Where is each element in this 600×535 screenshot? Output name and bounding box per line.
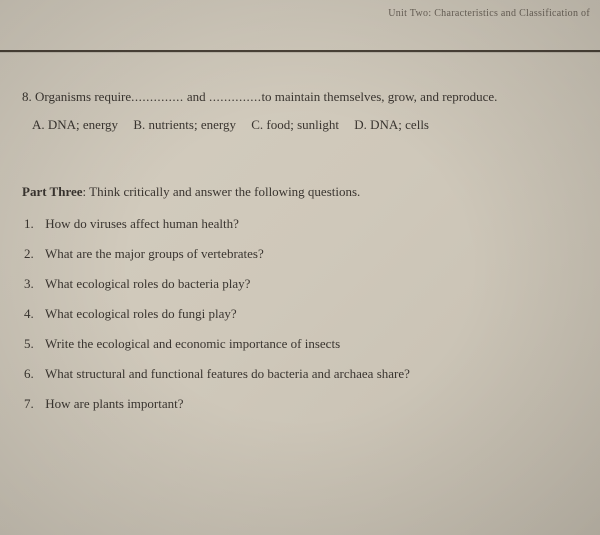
part-three-label: Part Three bbox=[22, 184, 83, 199]
option-d: D. DNA; cells bbox=[354, 117, 429, 132]
item-text: Write the ecological and economic import… bbox=[45, 336, 340, 351]
q8-mid: and bbox=[184, 89, 209, 104]
item-number: 4. bbox=[24, 306, 42, 322]
horizontal-rule bbox=[0, 50, 600, 52]
q8-text-after: to maintain themselves, grow, and reprod… bbox=[261, 89, 497, 104]
list-item: 7. How are plants important? bbox=[22, 396, 590, 412]
item-number: 2. bbox=[24, 246, 42, 262]
item-text: What are the major groups of vertebrates… bbox=[45, 246, 264, 261]
option-letter: D. bbox=[354, 117, 367, 132]
option-letter: A. bbox=[32, 117, 45, 132]
list-item: 2. What are the major groups of vertebra… bbox=[22, 246, 590, 262]
list-item: 3. What ecological roles do bacteria pla… bbox=[22, 276, 590, 292]
item-number: 7. bbox=[24, 396, 42, 412]
option-letter: C. bbox=[251, 117, 263, 132]
list-item: 6. What structural and functional featur… bbox=[22, 366, 590, 382]
unit-header: Unit Two: Characteristics and Classifica… bbox=[388, 8, 590, 19]
list-item: 4. What ecological roles do fungi play? bbox=[22, 306, 590, 322]
list-item: 5. Write the ecological and economic imp… bbox=[22, 336, 590, 352]
item-text: How are plants important? bbox=[45, 396, 183, 411]
q8-text-before: Organisms require bbox=[35, 89, 131, 104]
option-letter: B. bbox=[133, 117, 145, 132]
item-number: 5. bbox=[24, 336, 42, 352]
question-8-prompt: 8. Organisms require.............. and .… bbox=[22, 88, 590, 106]
part-three-section: Part Three: Think critically and answer … bbox=[22, 184, 590, 412]
item-text: What ecological roles do fungi play? bbox=[45, 306, 237, 321]
question-number: 8. bbox=[22, 89, 32, 104]
question-8: 8. Organisms require.............. and .… bbox=[22, 88, 590, 134]
blank-1: .............. bbox=[131, 88, 184, 106]
option-c: C. food; sunlight bbox=[251, 117, 342, 132]
option-text: nutrients; energy bbox=[148, 117, 236, 132]
blank-2: .............. bbox=[209, 88, 262, 106]
option-text: food; sunlight bbox=[266, 117, 339, 132]
item-number: 3. bbox=[24, 276, 42, 292]
list-item: 1. How do viruses affect human health? bbox=[22, 216, 590, 232]
question-8-options: A. DNA; energy B. nutrients; energy C. f… bbox=[22, 116, 590, 134]
questions-list: 1. How do viruses affect human health? 2… bbox=[22, 216, 590, 412]
option-text: DNA; energy bbox=[48, 117, 118, 132]
option-text: DNA; cells bbox=[370, 117, 429, 132]
page-content: 8. Organisms require.............. and .… bbox=[22, 88, 590, 426]
option-b: B. nutrients; energy bbox=[133, 117, 239, 132]
item-number: 1. bbox=[24, 216, 42, 232]
item-text: How do viruses affect human health? bbox=[45, 216, 239, 231]
item-text: What ecological roles do bacteria play? bbox=[45, 276, 250, 291]
item-number: 6. bbox=[24, 366, 42, 382]
option-a: A. DNA; energy bbox=[32, 117, 121, 132]
item-text: What structural and functional features … bbox=[45, 366, 410, 381]
part-three-instruction: : Think critically and answer the follow… bbox=[83, 184, 361, 199]
textbook-page: Unit Two: Characteristics and Classifica… bbox=[0, 0, 600, 535]
part-three-heading: Part Three: Think critically and answer … bbox=[22, 184, 590, 200]
